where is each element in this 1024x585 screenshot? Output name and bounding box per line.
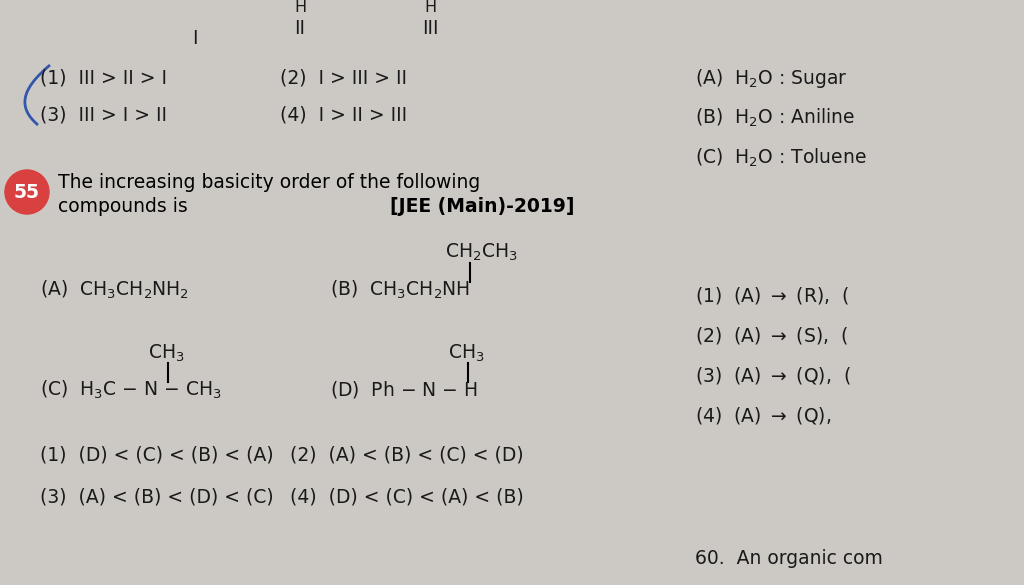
Text: (4)  (D) < (C) < (A) < (B): (4) (D) < (C) < (A) < (B) bbox=[290, 487, 523, 507]
Text: compounds is: compounds is bbox=[58, 198, 187, 216]
Text: (4)  (A) $\rightarrow$ (Q),: (4) (A) $\rightarrow$ (Q), bbox=[695, 404, 831, 425]
Text: (B)  H$_2$O : Aniline: (B) H$_2$O : Aniline bbox=[695, 107, 855, 129]
Text: (3)  (A) < (B) < (D) < (C): (3) (A) < (B) < (D) < (C) bbox=[40, 487, 273, 507]
Text: (3)  III > I > II: (3) III > I > II bbox=[40, 105, 167, 125]
Text: 55: 55 bbox=[14, 183, 40, 201]
Text: (3)  (A) $\rightarrow$ (Q),  (: (3) (A) $\rightarrow$ (Q), ( bbox=[695, 364, 851, 386]
Text: (2)  I > III > II: (2) I > III > II bbox=[280, 68, 407, 88]
Text: The increasing basicity order of the following: The increasing basicity order of the fol… bbox=[58, 174, 480, 192]
Text: (C)  H$_2$O : Toluene: (C) H$_2$O : Toluene bbox=[695, 147, 866, 169]
Text: (B)  CH$_3$CH$_2$NH: (B) CH$_3$CH$_2$NH bbox=[330, 279, 470, 301]
Text: III: III bbox=[422, 19, 438, 37]
Text: (A)  H$_2$O : Sugar: (A) H$_2$O : Sugar bbox=[695, 67, 848, 90]
Text: CH$_3$: CH$_3$ bbox=[148, 342, 184, 364]
Circle shape bbox=[5, 170, 49, 214]
Text: H: H bbox=[294, 1, 306, 15]
Text: (2)  (A) < (B) < (C) < (D): (2) (A) < (B) < (C) < (D) bbox=[290, 446, 523, 464]
Text: 60.  An organic com: 60. An organic com bbox=[695, 549, 883, 567]
Text: I: I bbox=[193, 29, 198, 47]
Text: (D)  Ph $-$ N $-$ H: (D) Ph $-$ N $-$ H bbox=[330, 380, 478, 401]
Text: (A)  CH$_3$CH$_2$NH$_2$: (A) CH$_3$CH$_2$NH$_2$ bbox=[40, 279, 188, 301]
Text: (1)  III > II > I: (1) III > II > I bbox=[40, 68, 167, 88]
Text: (1)  (D) < (C) < (B) < (A): (1) (D) < (C) < (B) < (A) bbox=[40, 446, 273, 464]
Text: (1)  (A) $\rightarrow$ (R),  (: (1) (A) $\rightarrow$ (R), ( bbox=[695, 284, 849, 305]
Text: (2)  (A) $\rightarrow$ (S),  (: (2) (A) $\rightarrow$ (S), ( bbox=[695, 325, 848, 346]
Text: (C)  H$_3$C $-$ N $-$ CH$_3$: (C) H$_3$C $-$ N $-$ CH$_3$ bbox=[40, 379, 222, 401]
Text: II: II bbox=[295, 19, 305, 37]
Text: CH$_3$: CH$_3$ bbox=[449, 342, 484, 364]
Text: [JEE (Main)-2019]: [JEE (Main)-2019] bbox=[390, 198, 574, 216]
Text: H: H bbox=[424, 1, 436, 15]
Text: CH$_2$CH$_3$: CH$_2$CH$_3$ bbox=[445, 242, 518, 263]
Text: (4)  I > II > III: (4) I > II > III bbox=[280, 105, 408, 125]
